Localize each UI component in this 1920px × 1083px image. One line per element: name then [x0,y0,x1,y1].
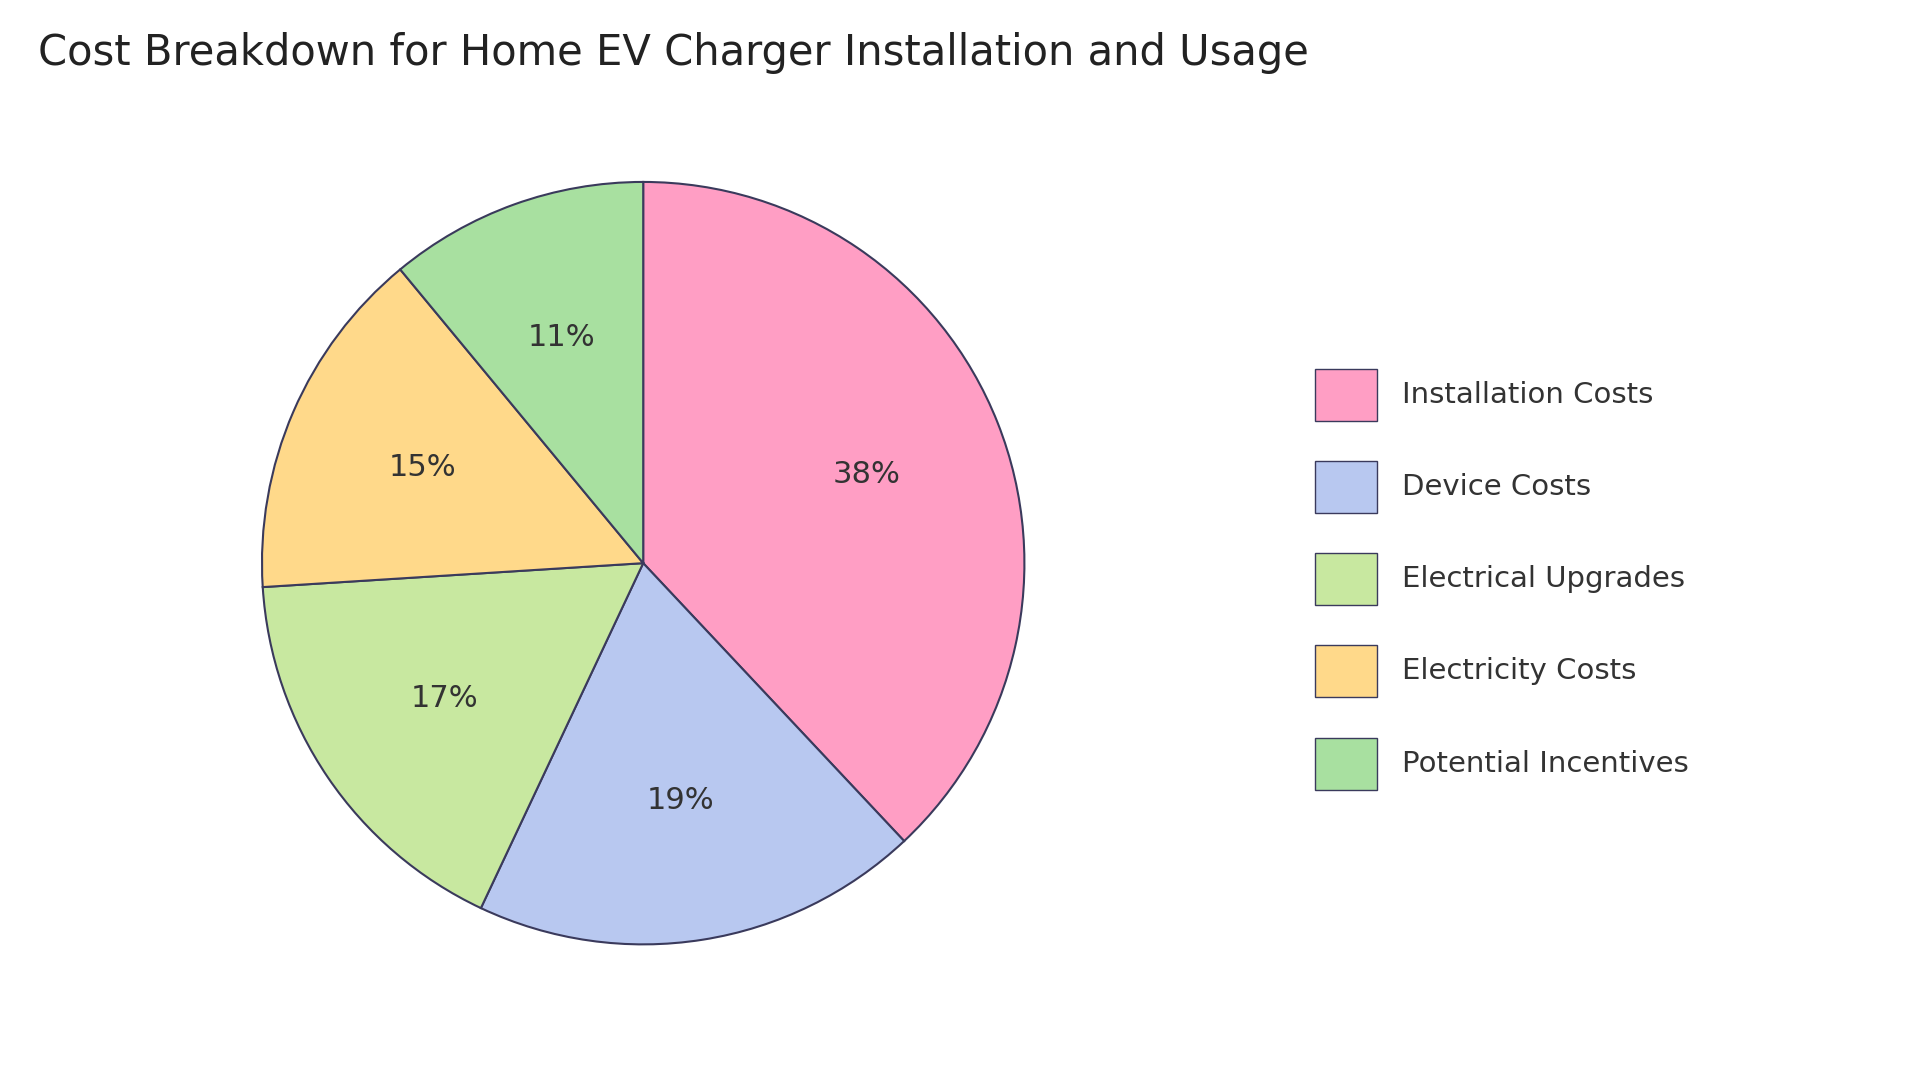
Text: Electrical Upgrades: Electrical Upgrades [1402,565,1684,593]
Text: 38%: 38% [833,460,900,490]
Wedge shape [263,563,643,908]
Wedge shape [480,563,904,944]
Text: Installation Costs: Installation Costs [1402,381,1653,409]
Text: Device Costs: Device Costs [1402,473,1592,501]
Wedge shape [261,270,643,587]
Text: Potential Incentives: Potential Incentives [1402,749,1688,778]
Text: 17%: 17% [411,683,478,713]
Wedge shape [643,182,1025,841]
Text: Cost Breakdown for Home EV Charger Installation and Usage: Cost Breakdown for Home EV Charger Insta… [38,32,1309,75]
Text: 11%: 11% [528,323,595,352]
Text: Electricity Costs: Electricity Costs [1402,657,1636,686]
Text: 19%: 19% [647,786,714,814]
Wedge shape [399,182,643,563]
Text: 15%: 15% [390,454,457,482]
